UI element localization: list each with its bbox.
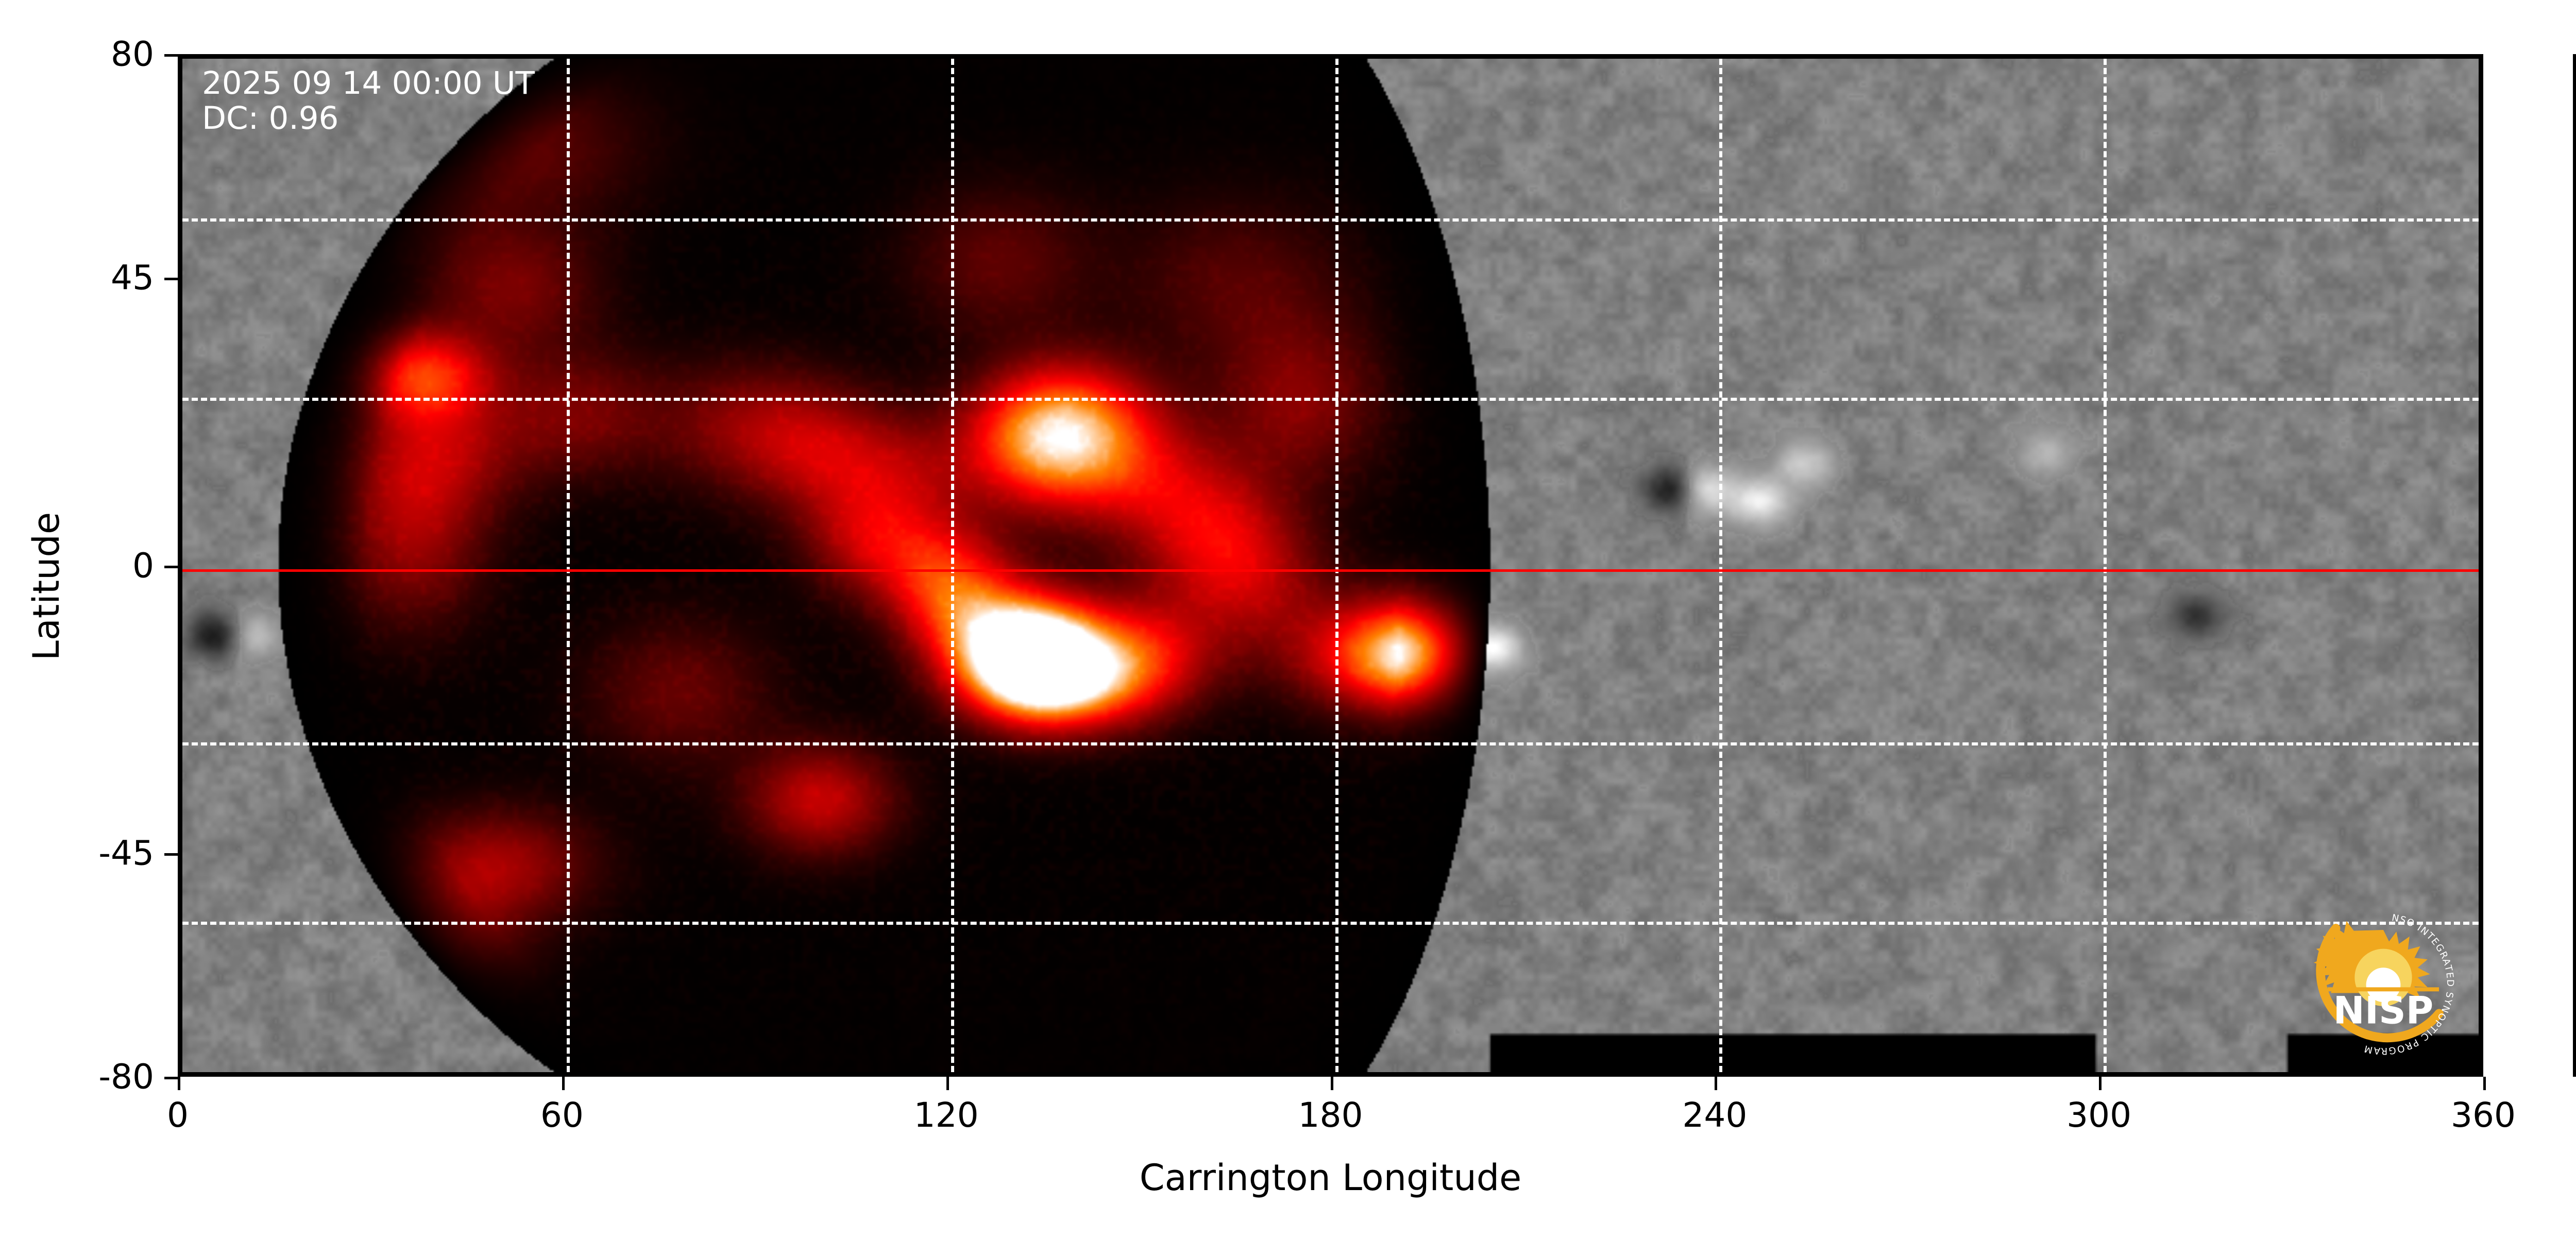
y-tick	[164, 278, 178, 281]
y-axis-label: Latitude	[25, 512, 67, 661]
x-tick	[946, 1077, 949, 1090]
y-tick	[164, 565, 178, 568]
gridline-lon	[951, 59, 954, 1072]
x-tick	[178, 1077, 180, 1090]
y-tick	[164, 54, 178, 57]
gridline-lat	[182, 742, 2479, 746]
y-tick-label: -45	[98, 833, 154, 873]
equator-line	[182, 569, 2479, 572]
x-tick-label: 60	[540, 1095, 584, 1135]
x-tick	[1330, 1077, 1333, 1090]
nisp-logo: NISP NSO INTEGRATED SYNOPTIC PROGRAM	[2313, 912, 2454, 1056]
y-tick-label: -80	[98, 1057, 154, 1097]
synoptic-map-canvas	[182, 59, 2479, 1072]
x-tick-label: 120	[913, 1095, 979, 1135]
logo-sun	[2313, 921, 2439, 1006]
x-tick	[2099, 1077, 2102, 1090]
y-tick-label: 45	[111, 258, 154, 298]
x-axis-label: Carrington Longitude	[1139, 1157, 1522, 1199]
x-tick-label: 240	[1682, 1095, 1748, 1135]
x-tick	[2483, 1077, 2486, 1090]
y-tick-label: 80	[111, 34, 154, 74]
gridline-lat	[182, 921, 2479, 925]
x-tick	[1715, 1077, 1718, 1090]
gridline-lat	[182, 218, 2479, 222]
farside-colorbar	[2573, 54, 2576, 1077]
heatmap-canvas-layer	[182, 59, 2479, 1072]
magnetic-map-plot: 2025 09 14 00:00 UT DC: 0.96 NISP NSO IN…	[178, 54, 2483, 1077]
x-tick-label: 0	[167, 1095, 189, 1135]
gridline-lon	[1719, 59, 1723, 1072]
y-tick	[164, 853, 178, 856]
x-tick-label: 300	[2066, 1095, 2132, 1135]
logo-wordmark: NISP	[2333, 989, 2434, 1032]
gridline-lat	[182, 397, 2479, 401]
logo-ring-arc	[2316, 924, 2444, 1043]
gridline-lon	[1335, 59, 1338, 1072]
y-tick	[164, 1077, 178, 1079]
gridline-lon	[2104, 59, 2107, 1072]
gridline-lon	[566, 59, 570, 1072]
x-tick-label: 360	[2451, 1095, 2516, 1135]
x-tick-label: 180	[1298, 1095, 1363, 1135]
x-tick	[562, 1077, 565, 1090]
y-tick-label: 0	[132, 546, 154, 585]
